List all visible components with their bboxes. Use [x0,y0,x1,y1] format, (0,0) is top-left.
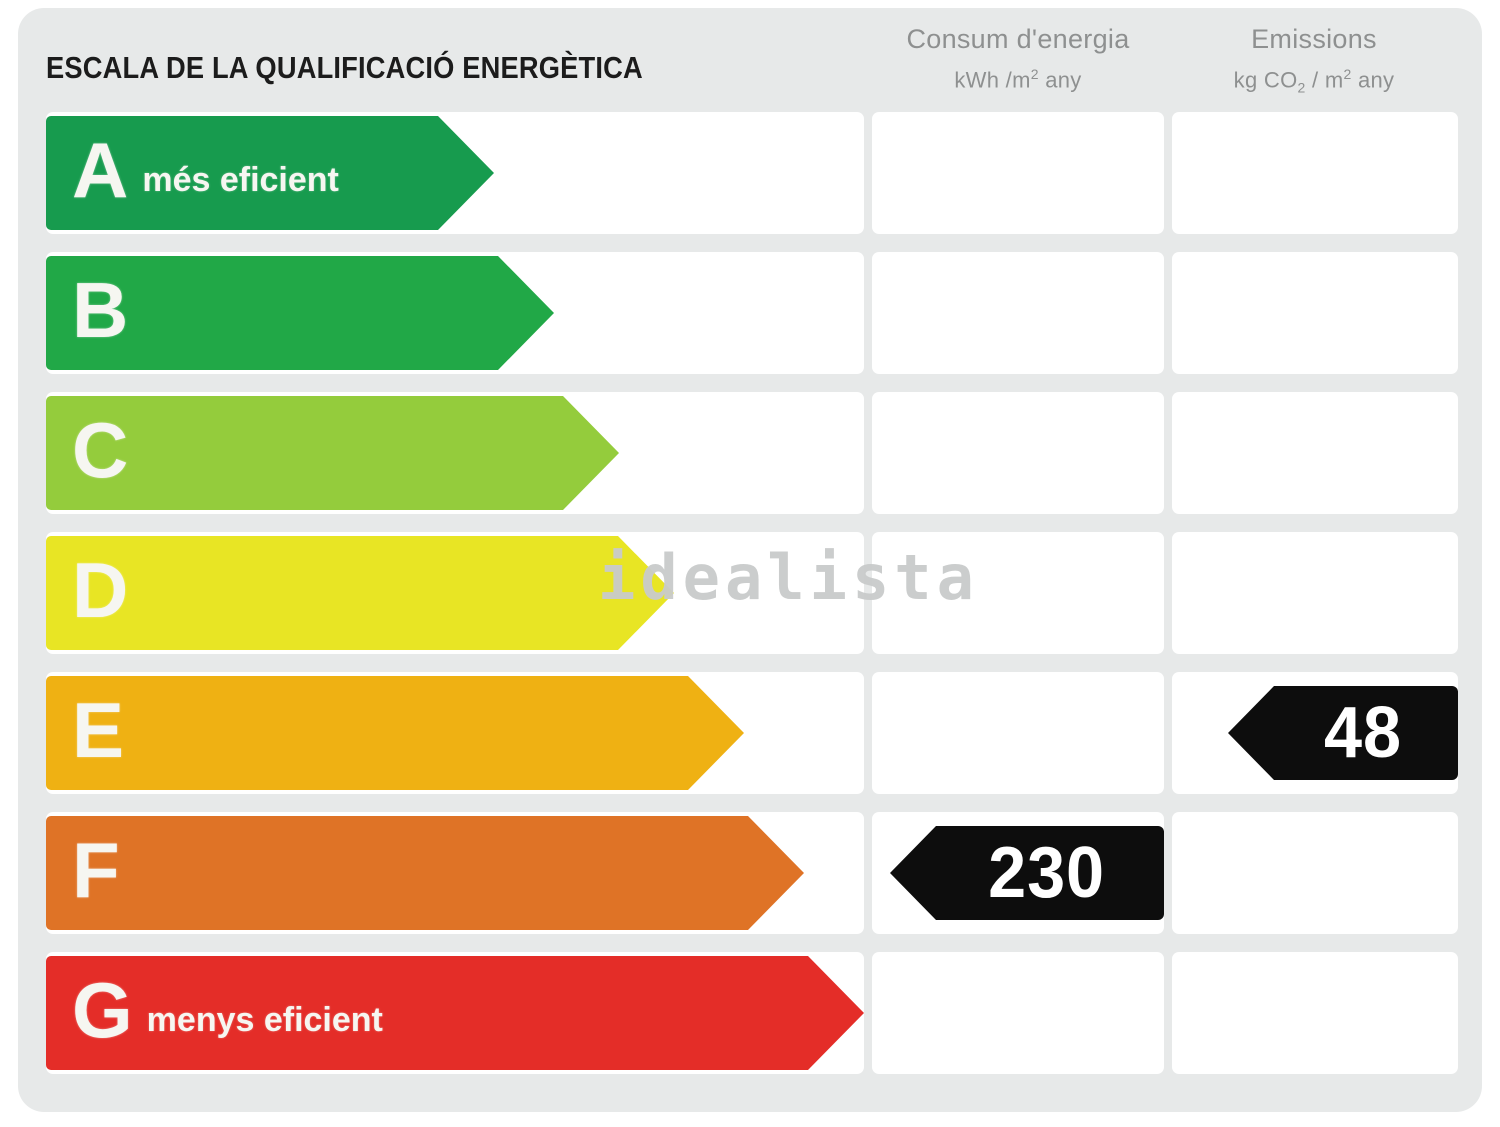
emissions-value-marker: 48 [1228,686,1458,780]
energy-band-c: C [46,396,619,510]
band-letter: E [72,686,125,774]
energy-band-b: B [46,256,554,370]
emissions-cell [1172,252,1458,374]
emissions-cell [1172,112,1458,234]
energy-cell [872,252,1164,374]
band-note: més eficient [142,160,339,199]
column-header-emissions-title: Emissions [1251,24,1377,54]
emissions-units-exponent: 2 [1343,66,1352,82]
energy-value: 230 [988,833,1106,913]
emissions-units-subscript: 2 [1297,79,1306,96]
band-note: menys eficient [146,1000,383,1039]
column-header-emissions: Emissions kg CO2 / m2 any [1166,26,1462,95]
column-header-energy-units: kWh /m2 any [870,67,1166,91]
energy-cell [872,532,1164,654]
emissions-units-middle: / m [1305,67,1344,93]
energy-band-f: F [46,816,804,930]
energy-band-d: D [46,536,674,650]
emissions-cell [1172,952,1458,1074]
rating-row-d: D [18,532,1482,654]
band-letter: F [72,826,120,914]
emissions-units-suffix: any [1351,67,1395,93]
band-letter: B [72,266,129,354]
energy-cell [872,392,1164,514]
rating-row-c: C [18,392,1482,514]
energy-cell [872,952,1164,1074]
page-title: ESCALA DE LA QUALIFICACIÓ ENERGÈTICA [46,50,643,85]
rating-row-e: E 48 [18,672,1482,794]
band-letter: D [72,546,129,634]
energy-band-e: E [46,676,744,790]
rating-row-f: F 230 [18,812,1482,934]
band-letter: G [72,966,133,1054]
energy-cell [872,112,1164,234]
emissions-units-prefix: kg CO [1233,67,1298,93]
energy-units-suffix: any [1038,67,1082,93]
energy-units-prefix: kWh /m [954,67,1031,93]
energy-units-exponent: 2 [1030,66,1039,82]
rating-row-b: B [18,252,1482,374]
column-header-energy: Consum d'energia kWh /m2 any [870,26,1166,91]
energy-cell [872,672,1164,794]
emissions-cell [1172,532,1458,654]
emissions-cell [1172,392,1458,514]
band-letter: A [72,126,129,214]
energy-value-marker: 230 [890,826,1164,920]
emissions-value: 48 [1324,693,1402,773]
certificate-header: ESCALA DE LA QUALIFICACIÓ ENERGÈTICA Con… [18,8,1482,116]
column-header-energy-title: Consum d'energia [906,24,1130,54]
band-letter: C [72,406,129,494]
column-header-emissions-units: kg CO2 / m2 any [1166,67,1462,95]
emissions-cell [1172,812,1458,934]
energy-certificate-panel: ESCALA DE LA QUALIFICACIÓ ENERGÈTICA Con… [18,8,1482,1112]
